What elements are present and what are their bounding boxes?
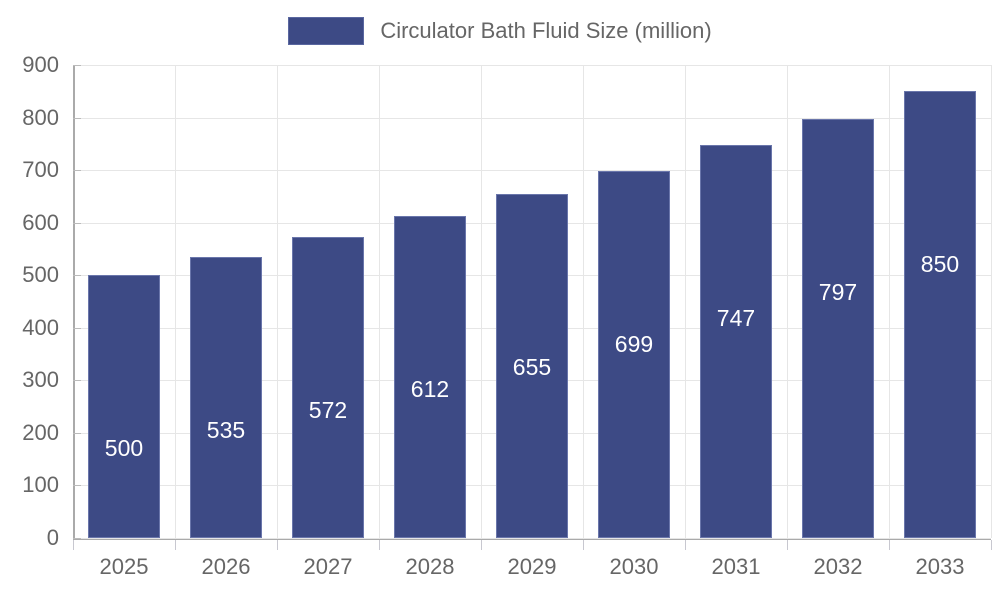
- bar-value-label: 655: [512, 353, 552, 380]
- x-axis-tick-mark: [481, 540, 482, 550]
- y-axis-tick-mark: [73, 538, 81, 539]
- gridline-vertical: [379, 65, 380, 538]
- plot-area: 500 535 572 612 655 699 747 797 850: [73, 65, 992, 539]
- chart-legend: Circulator Bath Fluid Size (million): [0, 13, 1000, 49]
- gridline-horizontal: [73, 65, 991, 66]
- bar-value-label: 850: [920, 251, 960, 278]
- x-axis-tick-label: 2029: [507, 554, 557, 579]
- gridline-vertical: [277, 65, 278, 538]
- y-axis-tick-mark: [73, 380, 81, 382]
- gridline-vertical: [787, 65, 788, 538]
- y-axis-tick-mark: [73, 222, 81, 224]
- gridline-horizontal: [73, 170, 991, 172]
- legend-item[interactable]: Circulator Bath Fluid Size (million): [288, 17, 712, 45]
- y-axis-tick-label: 500: [22, 262, 59, 288]
- bar[interactable]: [190, 256, 262, 538]
- x-axis-tick-mark: [175, 540, 176, 550]
- bar-value-label: 535: [206, 416, 246, 443]
- x-axis-tick-label: 2027: [303, 554, 353, 579]
- y-axis-tick-mark: [73, 65, 81, 66]
- x-axis-tick-label: 2031: [711, 554, 761, 579]
- gridline-horizontal: [73, 117, 991, 119]
- bar[interactable]: [598, 170, 670, 538]
- x-axis-tick-mark: [787, 540, 788, 550]
- y-axis-tick-mark: [73, 170, 81, 172]
- y-axis-tick-label: 0: [46, 525, 59, 550]
- y-axis-tick-mark: [73, 117, 81, 119]
- gridline-vertical: [175, 65, 176, 538]
- x-axis-tick-mark: [379, 540, 380, 550]
- bar[interactable]: [496, 193, 568, 538]
- x-axis-tick-label: 2025: [99, 554, 149, 579]
- bar[interactable]: [802, 119, 874, 538]
- x-axis-tick-mark: [583, 540, 584, 550]
- y-axis-tick-mark: [73, 432, 81, 434]
- bar-value-label: 612: [410, 376, 450, 403]
- bar-value-label: 500: [104, 435, 144, 462]
- x-axis-tick-mark: [277, 540, 278, 550]
- gridline-vertical: [991, 65, 992, 538]
- gridline-vertical: [889, 65, 890, 538]
- gridline-vertical: [685, 65, 686, 538]
- bar-value-label: 747: [716, 305, 756, 332]
- legend-item-label: Circulator Bath Fluid Size (million): [380, 18, 712, 43]
- y-axis-tick-label: 200: [22, 419, 59, 445]
- y-axis-tick-label: 100: [22, 472, 59, 498]
- gridline-vertical: [583, 65, 584, 538]
- bar[interactable]: [292, 237, 364, 538]
- x-axis-tick-mark: [73, 540, 74, 550]
- gridline-horizontal: [73, 538, 991, 539]
- y-axis-tick-label: 800: [22, 104, 59, 130]
- bar[interactable]: [88, 275, 160, 538]
- y-axis-tick-label: 700: [22, 157, 59, 183]
- x-axis-tick-label: 2033: [915, 554, 965, 579]
- x-axis-tick-mark: [685, 540, 686, 550]
- x-axis-tick-label: 2026: [201, 554, 251, 579]
- y-axis-line: [73, 65, 75, 538]
- bar-value-label: 699: [614, 330, 654, 357]
- y-axis-tick-label: 400: [22, 314, 59, 340]
- x-axis-line: [73, 538, 991, 540]
- y-axis-tick-label: 600: [22, 209, 59, 235]
- legend-swatch-icon: [288, 17, 365, 45]
- gridline-vertical: [481, 65, 482, 538]
- x-axis-tick-mark: [991, 540, 992, 550]
- y-axis-tick-mark: [73, 327, 81, 329]
- x-axis-tick-mark: [889, 540, 890, 550]
- bar[interactable]: [904, 91, 976, 538]
- x-axis-tick-label: 2032: [813, 554, 863, 579]
- bar-value-label: 797: [818, 279, 858, 306]
- bar[interactable]: [394, 216, 466, 538]
- y-axis-tick-label: 300: [22, 367, 59, 393]
- bar[interactable]: [700, 145, 772, 538]
- bar-value-label: 572: [308, 397, 348, 424]
- x-axis-tick-label: 2028: [405, 554, 455, 579]
- y-axis-tick-mark: [73, 485, 81, 487]
- y-axis-tick-mark: [73, 275, 81, 277]
- x-axis-tick-label: 2030: [609, 554, 659, 579]
- y-axis-tick-label: 900: [22, 52, 59, 77]
